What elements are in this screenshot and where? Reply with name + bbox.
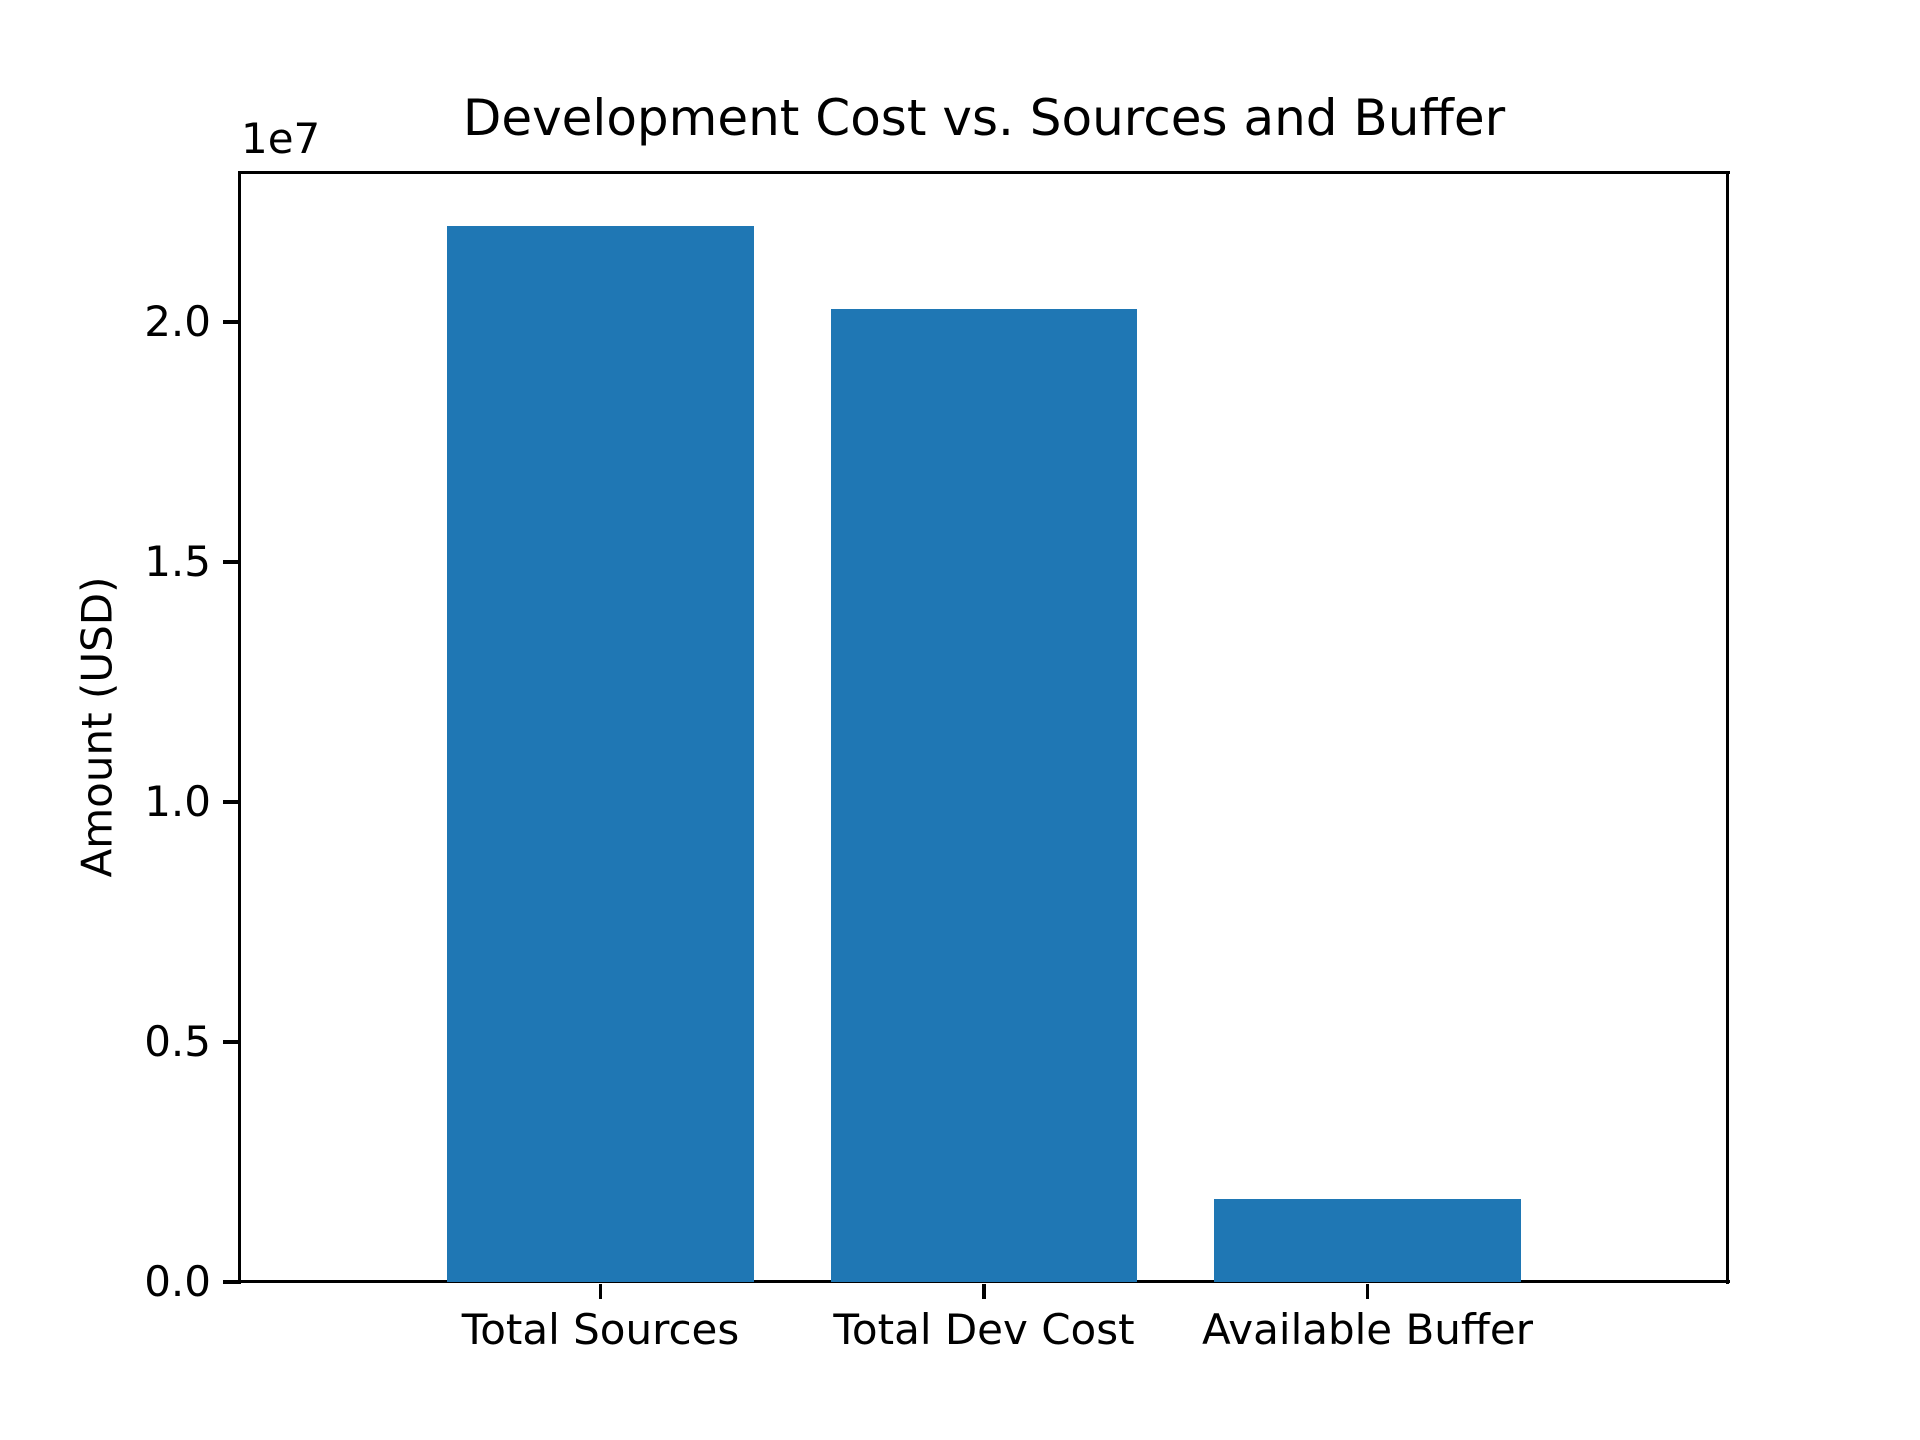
y-tick-label: 1.0 bbox=[144, 776, 211, 826]
y-tick-mark bbox=[223, 560, 238, 564]
y-tick-mark bbox=[223, 800, 238, 804]
y-tick-mark bbox=[223, 1040, 238, 1044]
axes-spine-left bbox=[238, 171, 242, 1284]
x-tick-label: Total Sources bbox=[461, 1305, 740, 1354]
axes-spine-right bbox=[1726, 171, 1730, 1284]
axes-spine-top bbox=[238, 171, 1730, 175]
y-tick-label: 2.0 bbox=[144, 296, 211, 346]
y-tick-label: 0.0 bbox=[144, 1257, 211, 1306]
x-tick-mark bbox=[598, 1284, 603, 1299]
y-tick-mark bbox=[223, 1280, 238, 1284]
y-axis-offset-text: 1e7 bbox=[241, 114, 321, 163]
chart-title: Development Cost vs. Sources and Buffer bbox=[462, 89, 1506, 147]
y-axis-label: Amount (USD) bbox=[72, 576, 122, 878]
bar-total-sources bbox=[447, 225, 754, 1282]
bar-available-buffer bbox=[1214, 1199, 1521, 1282]
x-tick-label: Available Buffer bbox=[1202, 1305, 1533, 1354]
y-tick-mark bbox=[223, 320, 238, 324]
x-tick-mark bbox=[1365, 1284, 1370, 1299]
x-tick-mark bbox=[982, 1284, 986, 1299]
plot-area: 0.0 0.5 1.0 1.5 2.0 Total Sources Total Dev C… bbox=[144, 171, 1730, 1351]
y-tick-label: 0.5 bbox=[144, 1016, 211, 1066]
x-tick-label: Total Dev Cost bbox=[833, 1305, 1135, 1354]
bar-total-dev-cost bbox=[830, 308, 1138, 1282]
y-tick-label: 1.5 bbox=[144, 536, 211, 586]
